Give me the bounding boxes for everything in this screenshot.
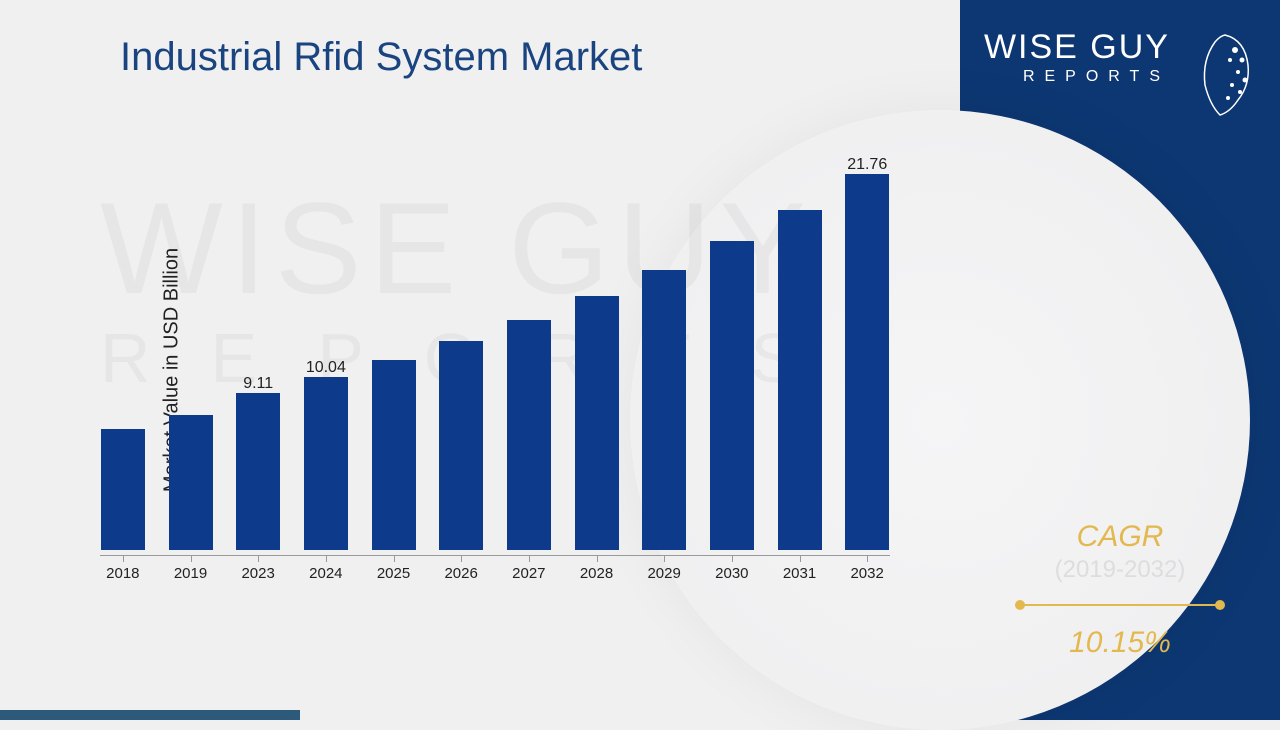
bar: [845, 174, 889, 550]
bar-wrap: [506, 320, 552, 550]
bar-wrap: 21.76: [844, 174, 890, 550]
x-tick-mark: [732, 556, 733, 562]
x-tick-label: 2031: [778, 565, 822, 582]
x-tick-mark: [326, 556, 327, 562]
cagr-range: (2019-2032): [1000, 556, 1240, 584]
bar-wrap: [438, 341, 484, 550]
bar-wrap: [777, 210, 823, 550]
bar: [169, 415, 213, 550]
x-tick-label: 2030: [710, 565, 754, 582]
x-tick-label: 2025: [372, 565, 416, 582]
cagr-title: CAGR: [1000, 520, 1240, 554]
bar-wrap: [371, 360, 417, 550]
x-tick-label: 2026: [439, 565, 483, 582]
bar-value-label: 10.04: [306, 359, 346, 377]
cagr-value: 10.15%: [1000, 626, 1240, 660]
x-tick-mark: [664, 556, 665, 562]
x-tick-label: 2023: [236, 565, 280, 582]
chart-area: Market Value in USD Billion 9.1110.0421.…: [90, 150, 890, 590]
bar: [304, 377, 348, 550]
cagr-divider: [1020, 604, 1220, 606]
x-tick-mark: [529, 556, 530, 562]
x-tick-mark: [123, 556, 124, 562]
bar-value-label: 9.11: [243, 375, 273, 393]
bar-wrap: 10.04: [303, 377, 349, 550]
bar-wrap: [574, 296, 620, 550]
chart-title: Industrial Rfid System Market: [120, 35, 642, 80]
bar: [236, 393, 280, 550]
x-tick-mark: [258, 556, 259, 562]
x-tick-label: 2032: [845, 565, 889, 582]
bar: [372, 360, 416, 550]
bar-value-label: 21.76: [847, 156, 887, 174]
logo-head-icon: [1190, 30, 1260, 120]
logo-block: WISE GUY REPORTS: [984, 30, 1170, 86]
bar-wrap: [168, 415, 214, 550]
bar: [575, 296, 619, 550]
bar-wrap: 9.11: [235, 393, 281, 550]
logo-sub: REPORTS: [984, 68, 1170, 86]
x-tick-label: 2019: [169, 565, 213, 582]
bar-wrap: [641, 270, 687, 550]
x-tick-label: 2024: [304, 565, 348, 582]
bar: [710, 241, 754, 550]
cagr-block: CAGR (2019-2032) 10.15%: [1000, 520, 1240, 660]
x-tick-mark: [597, 556, 598, 562]
x-tick-mark: [461, 556, 462, 562]
bar: [778, 210, 822, 550]
bar: [507, 320, 551, 550]
bars-container: 9.11 10.04 21.76: [100, 170, 890, 550]
x-tick-mark: [867, 556, 868, 562]
x-tick-label: 2028: [575, 565, 619, 582]
bar: [101, 429, 145, 550]
x-tick-mark: [394, 556, 395, 562]
x-tick-label: 2018: [101, 565, 145, 582]
bar: [439, 341, 483, 550]
x-tick-mark: [800, 556, 801, 562]
x-tick-label: 2027: [507, 565, 551, 582]
bar-wrap: [100, 429, 146, 550]
bar-wrap: [709, 241, 755, 550]
x-tick-mark: [191, 556, 192, 562]
bottom-accent-bar: [0, 710, 300, 720]
x-axis-line: [100, 555, 890, 556]
x-tick-label: 2029: [642, 565, 686, 582]
bar: [642, 270, 686, 550]
logo-main: WISE GUY: [984, 30, 1170, 64]
